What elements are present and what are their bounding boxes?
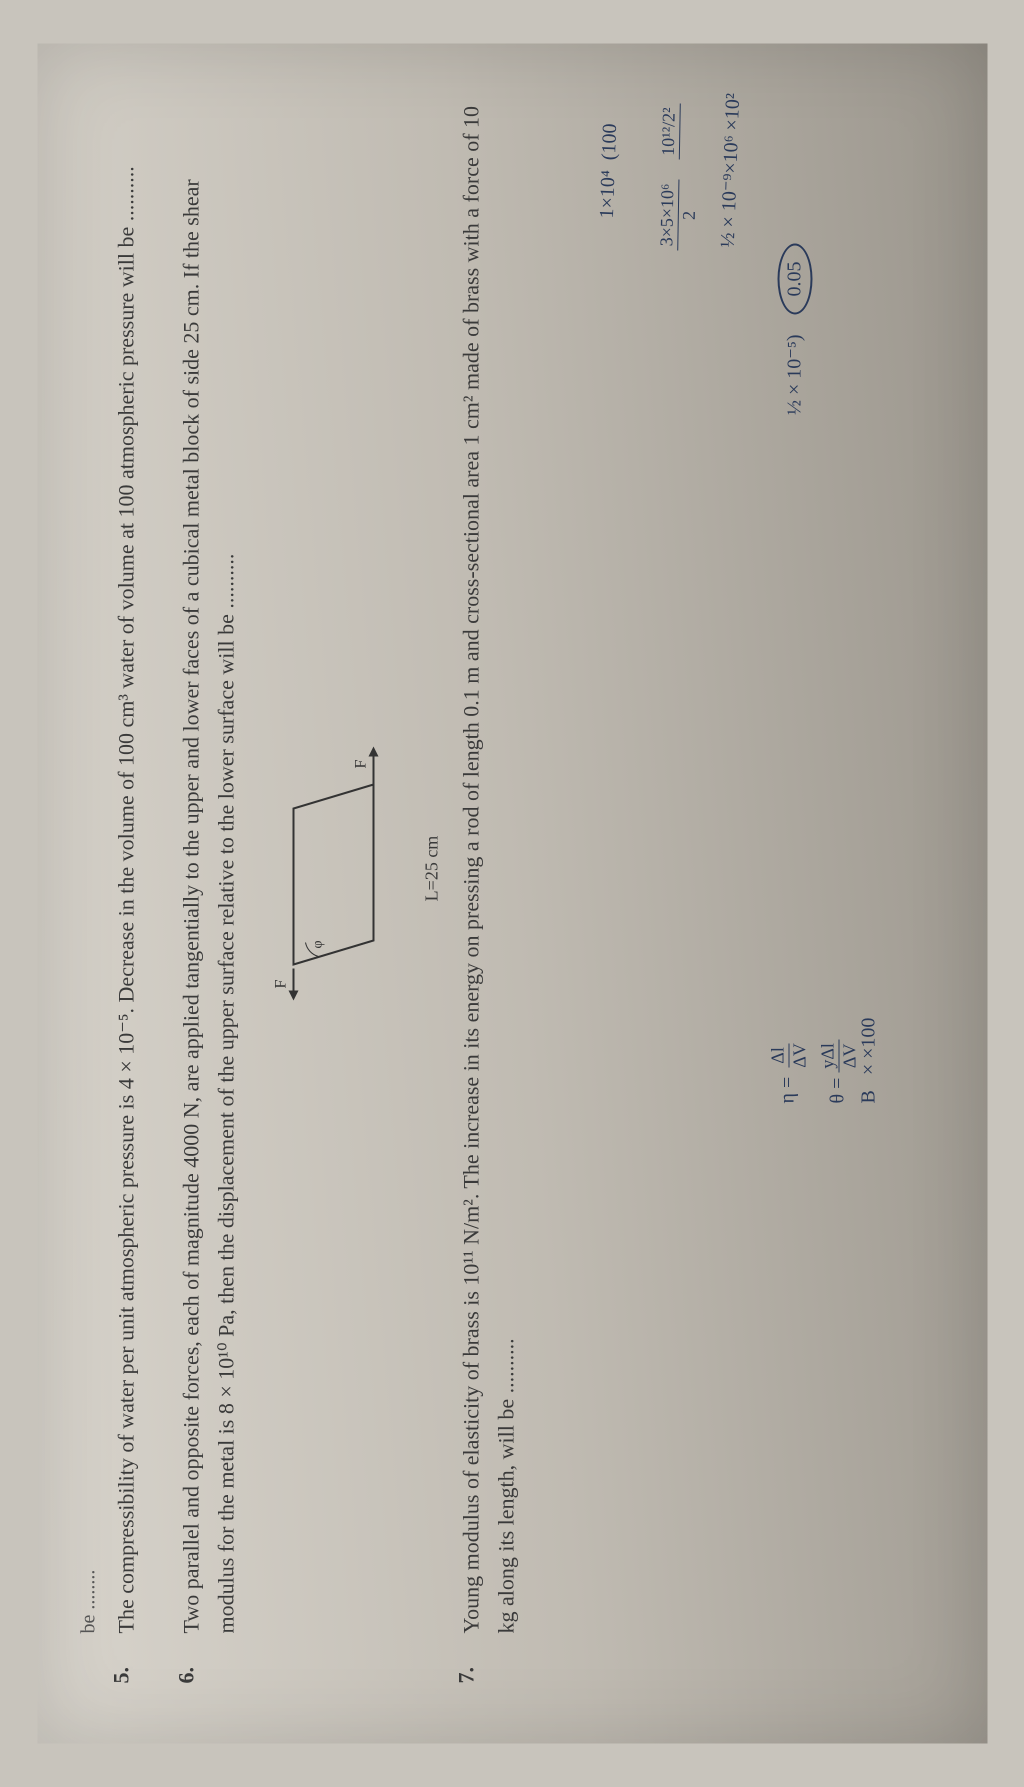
question-number: 5.: [108, 1634, 134, 1684]
page-content: be ........ 5. The compressibility of wa…: [37, 44, 987, 1744]
handwritten-work: 1×10⁴ (100: [595, 123, 621, 219]
angle-label: φ: [311, 940, 326, 948]
question-7: 7. Young modulus of elasticity of brass …: [454, 104, 524, 1684]
top-fragment: be ........: [77, 104, 100, 1684]
handwritten-formula: θ = yΔl ΔV: [817, 1039, 860, 1103]
handwritten-work: ½ × 10⁻⁹×10⁶ ×10²: [714, 93, 744, 248]
question-text: Two parallel and opposite forces, each o…: [178, 179, 238, 1633]
question-text: Young modulus of elasticity of brass is …: [454, 104, 524, 1634]
handwritten-formula: η = Δl ΔV: [767, 1039, 810, 1103]
handwritten-work: B × ×100: [857, 1018, 880, 1104]
handwritten-result: ½ × 10⁻⁵) 0.05: [777, 244, 812, 415]
question-6: 6. Two parallel and opposite forces, eac…: [173, 104, 423, 1684]
question-text: The compressibility of water per unit at…: [108, 104, 143, 1634]
parallelogram-svg: F φ F: [264, 729, 404, 1009]
question-5: 5. The compressibility of water per unit…: [108, 104, 143, 1684]
force-label-left: F: [273, 980, 290, 989]
question-number: 7.: [454, 1634, 480, 1684]
force-label-right: F: [353, 760, 370, 769]
question-number: 6.: [173, 1634, 199, 1684]
shear-diagram: F φ F L=25 cm: [264, 729, 404, 1009]
handwritten-work: 3×5×10⁶ 2 10¹²/2²: [656, 103, 702, 251]
diagram-side-label: L=25 cm: [418, 729, 447, 1009]
question-body: Two parallel and opposite forces, each o…: [173, 104, 423, 1634]
